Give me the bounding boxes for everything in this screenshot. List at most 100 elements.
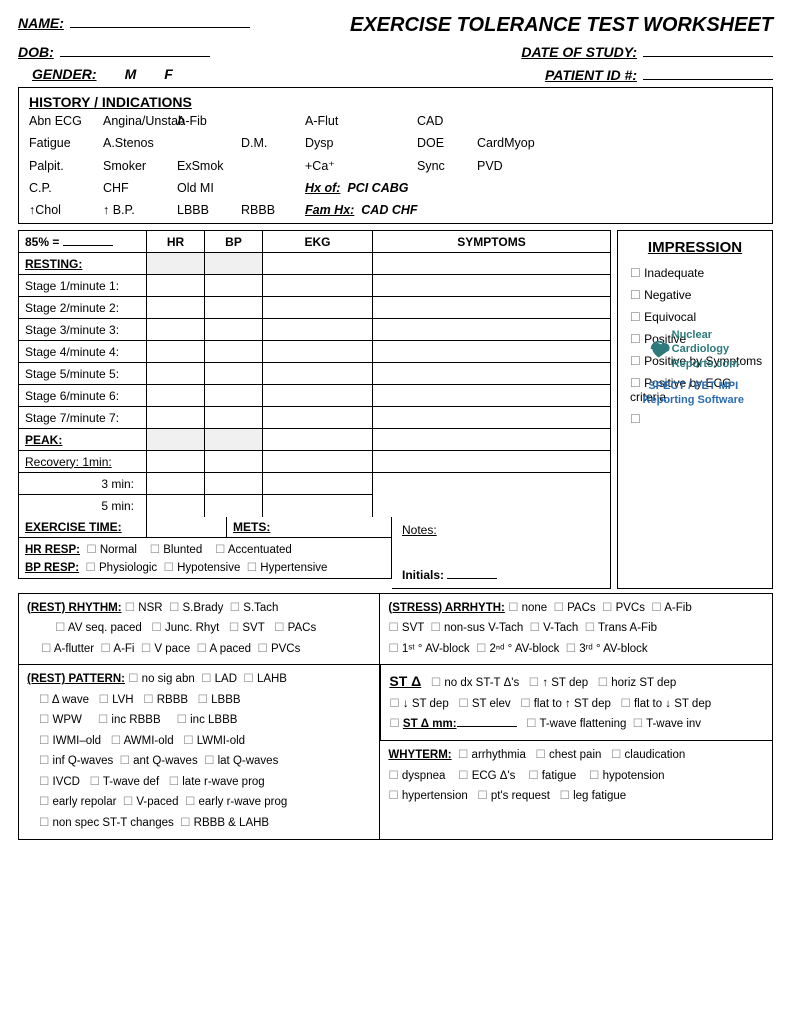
checkbox-option[interactable]: T-wave flattening	[526, 718, 626, 730]
cell[interactable]	[147, 495, 205, 517]
cell[interactable]	[205, 341, 263, 363]
cell[interactable]	[205, 363, 263, 385]
checkbox-option[interactable]: 2ⁿᵈ ° AV-block	[476, 643, 559, 655]
history-item[interactable]: RBBB	[241, 203, 305, 217]
checkbox-option[interactable]: Hypertensive	[247, 562, 328, 574]
checkbox-option[interactable]: LAHB	[243, 673, 287, 685]
history-item[interactable]: A-Flut	[305, 114, 361, 128]
cell[interactable]	[147, 297, 205, 319]
cell[interactable]	[263, 363, 373, 385]
history-item[interactable]: Angina/Unstab	[103, 114, 177, 128]
checkbox-option[interactable]: LVH	[99, 694, 134, 706]
notes-field[interactable]	[402, 537, 600, 567]
history-item[interactable]: Abn ECG	[29, 114, 103, 128]
checkbox-option[interactable]: ↓ ST dep	[389, 698, 448, 710]
checkbox-option[interactable]: Normal	[86, 544, 137, 556]
checkbox-option[interactable]: S.Tach	[230, 602, 279, 614]
checkbox-option[interactable]: ↑ ST dep	[529, 677, 588, 689]
cell[interactable]	[373, 407, 611, 429]
history-item[interactable]: Fatigue	[29, 136, 103, 150]
checkbox-option[interactable]: Blunted	[150, 544, 203, 556]
history-item[interactable]: CAD	[417, 114, 477, 128]
checkbox-option[interactable]: LAD	[201, 673, 237, 685]
checkbox-option[interactable]: PACs	[274, 622, 316, 634]
checkbox-option[interactable]: RBBB & LAHB	[180, 817, 269, 829]
checkbox-option[interactable]: horiz ST dep	[598, 677, 677, 689]
history-item[interactable]: Fam Hx: CAD CHF	[305, 203, 762, 217]
checkbox-option[interactable]: AV seq. paced	[55, 622, 142, 634]
cell[interactable]	[205, 297, 263, 319]
exercise-time-field[interactable]	[147, 517, 227, 537]
checkbox-option[interactable]: none	[508, 602, 547, 614]
cell[interactable]	[205, 495, 263, 517]
checkbox-option[interactable]: AWMI-old	[111, 735, 174, 747]
cell[interactable]	[373, 253, 611, 275]
checkbox-option[interactable]: non-sus V-Tach	[430, 622, 523, 634]
history-item[interactable]: Hx of: PCI CABG	[305, 181, 762, 195]
pct-field[interactable]	[63, 234, 113, 246]
checkbox-option[interactable]: IWMI–old	[39, 735, 101, 747]
history-item[interactable]: Palpit.	[29, 159, 103, 173]
checkbox-option[interactable]: non spec ST-T changes	[39, 817, 174, 829]
history-item[interactable]: Old MI	[177, 181, 241, 195]
cell[interactable]	[263, 385, 373, 407]
checkbox-option[interactable]: LBBB	[198, 694, 241, 706]
checkbox-option[interactable]: pt's request	[477, 790, 550, 802]
checkbox-option[interactable]: Hypotensive	[164, 562, 241, 574]
cell[interactable]	[147, 385, 205, 407]
cell[interactable]	[205, 275, 263, 297]
pid-field[interactable]	[643, 66, 773, 80]
cell[interactable]	[373, 319, 611, 341]
impression-option[interactable]: Inadequate	[626, 266, 764, 280]
history-item[interactable]: CardMyop	[477, 136, 762, 150]
cell[interactable]	[373, 363, 611, 385]
dob-field[interactable]	[60, 43, 210, 57]
cell[interactable]	[147, 451, 205, 473]
checkbox-option[interactable]: WPW	[39, 714, 82, 726]
checkbox-option[interactable]: T-wave def	[90, 776, 160, 788]
cell[interactable]	[373, 473, 611, 517]
cell[interactable]	[263, 297, 373, 319]
history-item[interactable]: A-Fib	[177, 114, 241, 128]
checkbox-option[interactable]: Trans A-Fib	[585, 622, 657, 634]
impression-option[interactable]	[626, 412, 764, 426]
cell[interactable]	[147, 341, 205, 363]
cell[interactable]	[205, 429, 263, 451]
checkbox-option[interactable]: RBBB	[143, 694, 188, 706]
cell[interactable]	[263, 429, 373, 451]
cell[interactable]	[147, 275, 205, 297]
checkbox-option[interactable]: A-Fi	[101, 643, 135, 655]
cell[interactable]	[263, 319, 373, 341]
checkbox-option[interactable]: ST elev	[458, 698, 510, 710]
st-mm-field[interactable]	[457, 715, 517, 727]
history-item[interactable]: PVD	[477, 159, 762, 173]
history-item[interactable]: A.Stenos	[103, 136, 177, 150]
cell[interactable]	[263, 473, 373, 495]
gender-f[interactable]: F	[164, 66, 173, 82]
checkbox-option[interactable]: SVT	[388, 622, 424, 634]
checkbox-option[interactable]: hypotension	[589, 770, 665, 782]
cell[interactable]	[205, 319, 263, 341]
history-item[interactable]: +Ca⁺	[305, 158, 361, 173]
checkbox-option[interactable]: early r-wave prog	[185, 796, 287, 808]
checkbox-option[interactable]: SVT	[229, 622, 265, 634]
cell[interactable]	[373, 341, 611, 363]
history-item[interactable]: DOE	[417, 136, 477, 150]
cell[interactable]	[147, 407, 205, 429]
checkbox-option[interactable]: A paced	[197, 643, 251, 655]
checkbox-option[interactable]: 1ˢᵗ ° AV-block	[388, 643, 469, 655]
checkbox-option[interactable]: chest pain	[535, 749, 601, 761]
cell[interactable]	[205, 473, 263, 495]
history-item[interactable]: LBBB	[177, 203, 241, 217]
checkbox-option[interactable]: no dx ST-T Δ's	[431, 677, 519, 689]
checkbox-option[interactable]: Physiologic	[86, 562, 158, 574]
checkbox-option[interactable]: NSR	[125, 602, 163, 614]
checkbox-option[interactable]: A-Fib	[651, 602, 691, 614]
checkbox-option[interactable]: V-paced	[123, 796, 179, 808]
checkbox-option[interactable]: dyspnea	[388, 770, 445, 782]
cell[interactable]	[373, 451, 611, 473]
cell[interactable]	[205, 407, 263, 429]
cell[interactable]	[205, 385, 263, 407]
cell[interactable]	[263, 341, 373, 363]
checkbox-option[interactable]: PVCs	[602, 602, 645, 614]
